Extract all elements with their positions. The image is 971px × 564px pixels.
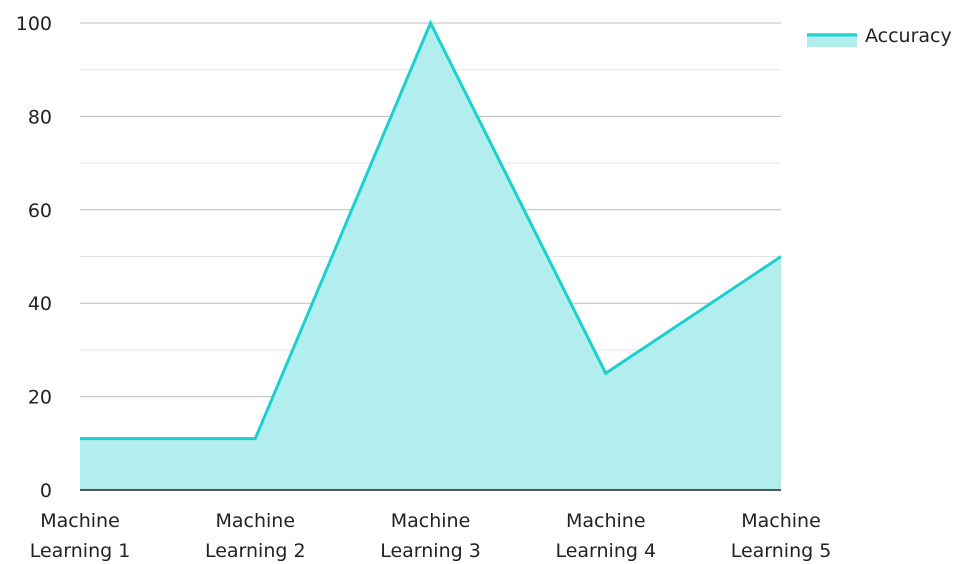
- x-tick-label: Machine Learning 2: [205, 510, 306, 562]
- legend: Accuracy: [807, 25, 952, 47]
- y-tick-label: 60: [28, 200, 52, 222]
- x-tick-label-line: Machine: [40, 510, 120, 532]
- x-tick-label-line: Machine: [215, 510, 295, 532]
- y-tick-label: 40: [28, 293, 52, 315]
- legend-label-accuracy: Accuracy: [865, 25, 952, 47]
- y-tick-label: 80: [28, 106, 52, 128]
- x-tick-label-line: Learning 2: [205, 540, 306, 562]
- x-tick-label-line: Machine: [566, 510, 646, 532]
- x-tick-label-line: Learning 4: [555, 540, 656, 562]
- x-tick-label-line: Machine: [741, 510, 821, 532]
- x-tick-label: Machine Learning 1: [30, 510, 131, 562]
- plot-area: [80, 19, 782, 490]
- series-line-accuracy: [80, 19, 782, 441]
- x-tick-label-line: Learning 5: [731, 540, 832, 562]
- y-tick-label: 100: [16, 13, 52, 35]
- x-tick-label-line: Learning 3: [380, 540, 481, 562]
- x-tick-label: Machine Learning 5: [731, 510, 832, 562]
- y-tick-label: 20: [28, 387, 52, 409]
- x-tick-label-line: Machine: [391, 510, 471, 532]
- x-tick-label: Machine Learning 4: [555, 510, 656, 562]
- x-tick-label: Machine Learning 3: [380, 510, 481, 562]
- y-tick-label: 0: [40, 480, 52, 502]
- axes: 0 20 40 60 80 100 Machine Learning 1 Machine Lear…: [16, 13, 832, 562]
- x-tick-label-line: Learning 1: [30, 540, 131, 562]
